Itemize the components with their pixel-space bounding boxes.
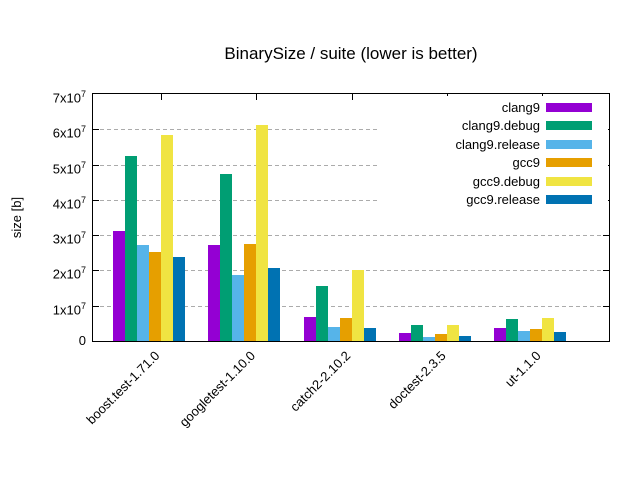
bar [542, 318, 554, 341]
legend-swatch [546, 102, 592, 112]
legend-row: clang9 [378, 98, 592, 117]
legend-row: clang9.release [378, 135, 592, 154]
y-tick-mark [93, 270, 99, 271]
bar [125, 156, 137, 341]
y-tick-label: 5x107 [52, 160, 86, 177]
legend-row: gcc9.release [378, 191, 592, 210]
bar [352, 270, 364, 341]
legend-swatch [546, 195, 592, 205]
bar [399, 333, 411, 341]
plot-area: clang9 clang9.debug clang9.release gcc9 gcc9… [92, 93, 610, 342]
legend-swatch [546, 158, 592, 168]
legend-row: gcc9.debug [378, 172, 592, 191]
bar [554, 332, 566, 341]
y-tick-mark [93, 235, 99, 236]
gridline [93, 200, 609, 201]
bar [113, 231, 125, 341]
legend-label: clang9.debug [461, 118, 540, 134]
y-tick-label: 3x107 [52, 230, 86, 247]
legend: clang9 clang9.debug clang9.release gcc9 gcc9… [378, 96, 608, 211]
bar [208, 245, 220, 341]
bar [173, 257, 185, 341]
y-tick-mark [93, 306, 99, 307]
y-tick-mark [603, 270, 609, 271]
bar [316, 286, 328, 341]
y-tick-label: 1x107 [52, 301, 86, 318]
bar [304, 317, 316, 341]
gridline [93, 165, 609, 166]
gridline [93, 270, 609, 271]
y-tick-mark [93, 200, 99, 201]
legend-label: gcc9.release [466, 192, 540, 208]
legend-swatch [546, 176, 592, 186]
bar [328, 327, 340, 341]
bar [518, 331, 530, 341]
y-tick-mark [603, 306, 609, 307]
legend-swatch [546, 121, 592, 131]
bar [244, 244, 256, 341]
bar [220, 174, 232, 341]
bar [161, 135, 173, 341]
bar [268, 268, 280, 341]
y-tick-label: 0 [78, 333, 86, 348]
bar [364, 328, 376, 341]
legend-row: gcc9 [378, 154, 592, 173]
bar [137, 245, 149, 341]
bar [435, 334, 447, 341]
y-tick-mark [603, 235, 609, 236]
gridline [93, 235, 609, 236]
bar [459, 336, 471, 341]
legend-row: clang9.debug [378, 117, 592, 136]
bar [232, 275, 244, 341]
bar [256, 125, 268, 341]
bar [494, 328, 506, 341]
bar [340, 318, 352, 341]
y-tick-label: 2x107 [52, 265, 86, 282]
y-tick-label: 4x107 [52, 195, 86, 212]
gridline [93, 306, 609, 307]
x-tick-mark [256, 94, 257, 100]
x-tick-mark [352, 94, 353, 100]
bar [423, 337, 435, 341]
legend-label: clang9.release [455, 136, 540, 152]
bar [506, 319, 518, 341]
legend-label: gcc9 [512, 155, 540, 171]
legend-label: gcc9.debug [472, 173, 540, 189]
y-tick-label: 7x107 [52, 89, 86, 106]
y-tick-mark [93, 129, 99, 130]
x-tick-mark [161, 94, 162, 100]
bar [411, 325, 423, 341]
legend-label: clang9 [501, 99, 540, 115]
legend-swatch [546, 139, 592, 149]
y-tick-mark [93, 165, 99, 166]
chart-title: BinarySize / suite (lower is better) [224, 44, 478, 63]
bar [530, 329, 542, 341]
gridline [93, 129, 609, 130]
bar [149, 252, 161, 341]
y-tick-label: 6x107 [52, 124, 86, 141]
bar [447, 325, 459, 341]
